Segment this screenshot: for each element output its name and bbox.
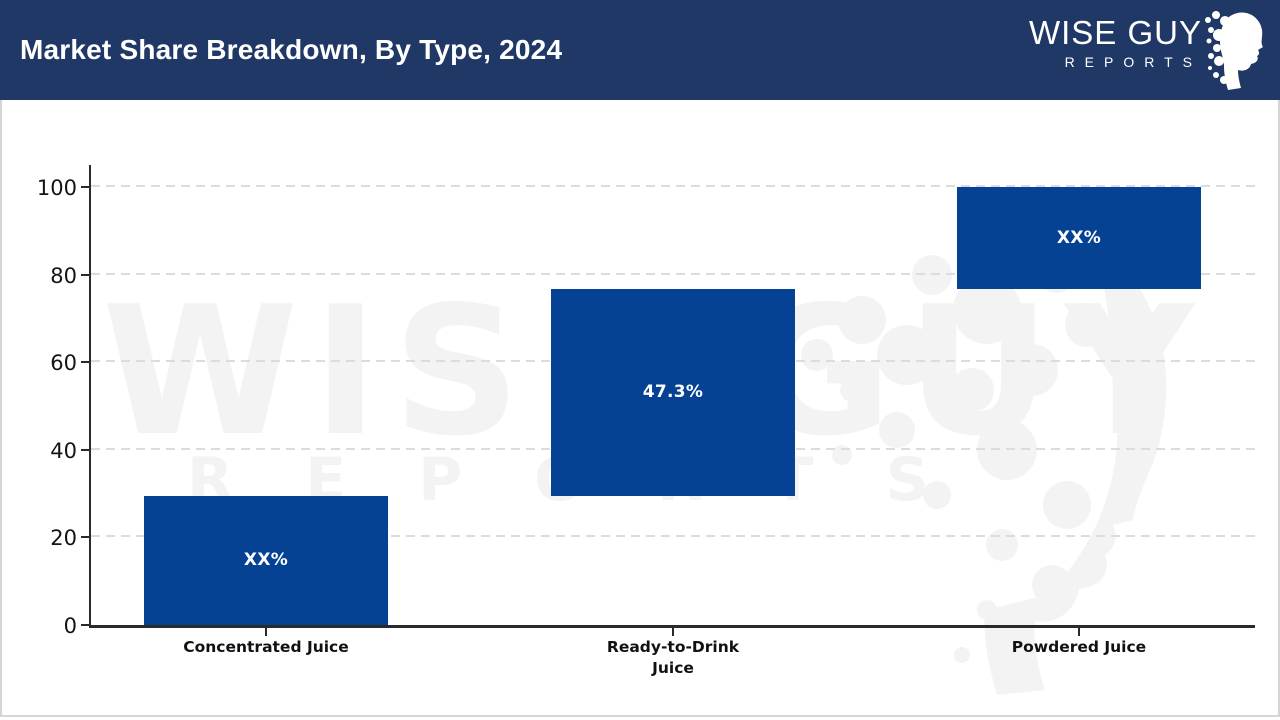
- x-tick: [1078, 628, 1080, 636]
- gridline: [91, 272, 1255, 275]
- brand-logo-subtext: REPORTS: [1064, 54, 1202, 70]
- y-axis-tick-label: 20: [50, 526, 77, 551]
- y-tick: [81, 536, 89, 539]
- x-axis-label: Ready-to-Drink Juice: [606, 638, 740, 677]
- y-axis-tick-label: 40: [50, 438, 77, 463]
- x-tick: [672, 628, 674, 636]
- y-tick: [81, 273, 89, 276]
- head-profile-icon: [1205, 11, 1263, 90]
- brand-logo-text: WISE GUY: [1028, 14, 1202, 51]
- page-title: Market Share Breakdown, By Type, 2024: [20, 34, 563, 65]
- x-tick: [265, 628, 267, 636]
- y-tick: [81, 624, 89, 626]
- x-axis-label: Concentrated Juice: [183, 638, 349, 656]
- bar-ready-to-drink-juice[interactable]: 47.3%: [551, 288, 795, 496]
- y-tick: [81, 185, 89, 188]
- y-axis-tick-label: 80: [50, 263, 77, 288]
- chart-canvas: WISE GUY REPORTS XX%: [0, 100, 1280, 717]
- y-axis-tick-label: 100: [36, 175, 77, 200]
- x-axis-line: [89, 625, 1255, 628]
- y-tick: [81, 361, 89, 364]
- y-tick: [81, 448, 89, 451]
- plot-area: XX% 47.3% XX% 0 20 40 60 80 100: [37, 165, 1255, 638]
- bar-powdered-juice[interactable]: XX%: [957, 186, 1201, 289]
- bar-value-label: XX%: [243, 550, 289, 571]
- header: Market Share Breakdown, By Type, 2024 WI…: [0, 0, 1280, 100]
- x-axis-label: Powdered Juice: [1011, 638, 1147, 656]
- bar-value-label: XX%: [1056, 227, 1102, 248]
- brand-logo: WISE GUY REPORTS: [1029, 14, 1202, 70]
- y-axis-tick-label: 60: [50, 351, 77, 376]
- bar-value-label: 47.3%: [642, 382, 704, 403]
- y-axis-tick-label: 0: [63, 614, 77, 638]
- gridline: [91, 184, 1255, 187]
- bar-concentrated-juice[interactable]: XX%: [144, 495, 388, 625]
- y-axis-line: [89, 165, 91, 627]
- gridline: [91, 535, 1255, 538]
